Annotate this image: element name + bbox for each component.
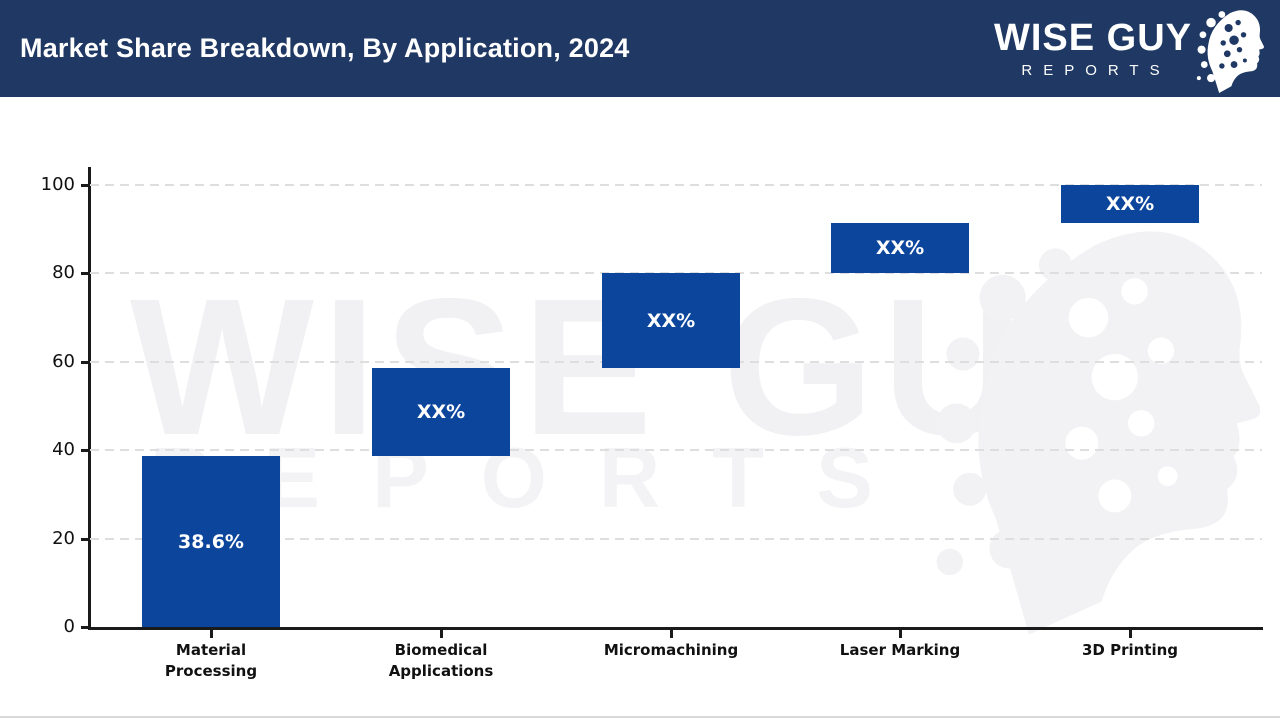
brand-logo-text: WISE GUY REPORTS xyxy=(994,19,1192,78)
y-axis-line xyxy=(88,167,91,630)
bar-segment: 38.6% xyxy=(142,456,280,627)
y-tick-60 xyxy=(81,360,90,364)
gridline-100 xyxy=(90,184,1262,186)
y-tick-label-20: 20 xyxy=(52,527,75,549)
y-tick-label-40: 40 xyxy=(52,439,75,461)
category-label-line: Biomedical xyxy=(394,641,488,659)
bar-segment: XX% xyxy=(372,368,510,457)
y-tick-label-0: 0 xyxy=(63,616,75,637)
category-label: Biomedical Applications xyxy=(326,640,556,682)
bar-segment: XX% xyxy=(1061,185,1199,224)
category-label-line: Processing xyxy=(164,662,258,680)
x-axis-line xyxy=(88,627,1263,630)
page-title: Market Share Breakdown, By Application, … xyxy=(20,33,630,63)
category-label: Laser Marking xyxy=(785,640,1015,661)
y-tick-label-60: 60 xyxy=(52,350,75,372)
y-tick-0 xyxy=(81,626,90,629)
bar-value-label: XX% xyxy=(416,401,466,424)
gridline-40 xyxy=(90,449,1262,452)
category-label-line: Micromachining xyxy=(603,641,739,659)
x-tick xyxy=(210,630,213,638)
bar-value-label: 38.6% xyxy=(178,530,244,553)
category-label-line: 3D Printing xyxy=(1081,641,1179,659)
y-tick-label-100: 100 xyxy=(40,174,75,195)
footer-divider xyxy=(0,716,1280,718)
category-label-line: Applications xyxy=(388,662,494,680)
category-label: 3D Printing xyxy=(1015,640,1245,661)
category-label-line: Material xyxy=(175,641,247,659)
category-label: Material Processing xyxy=(96,640,326,682)
gridline-20 xyxy=(90,537,1262,540)
brand-head-icon xyxy=(1196,9,1264,93)
bar-value-label: XX% xyxy=(646,309,696,332)
category-label-line: Laser Marking xyxy=(839,641,961,659)
bar-value-label: XX% xyxy=(1105,193,1155,216)
x-tick xyxy=(440,630,443,638)
y-tick-40 xyxy=(81,449,90,453)
y-tick-20 xyxy=(81,537,90,541)
bar-segment: XX% xyxy=(602,273,740,369)
header-bar: Market Share Breakdown, By Application, … xyxy=(0,0,1280,97)
x-tick xyxy=(1129,630,1132,638)
brand-logo: WISE GUY REPORTS xyxy=(994,5,1266,93)
y-tick-100 xyxy=(81,184,90,187)
bar-value-label: XX% xyxy=(875,237,925,260)
category-label: Micromachining xyxy=(556,640,786,661)
brand-name: WISE GUY xyxy=(993,17,1192,59)
watermark-head-graphic xyxy=(936,231,1260,635)
brand-subname: REPORTS xyxy=(1021,62,1171,79)
y-tick-label-80: 80 xyxy=(52,262,75,284)
x-tick xyxy=(670,630,673,638)
y-tick-80 xyxy=(81,272,90,276)
x-tick xyxy=(899,630,902,638)
bar-segment: XX% xyxy=(831,223,969,274)
